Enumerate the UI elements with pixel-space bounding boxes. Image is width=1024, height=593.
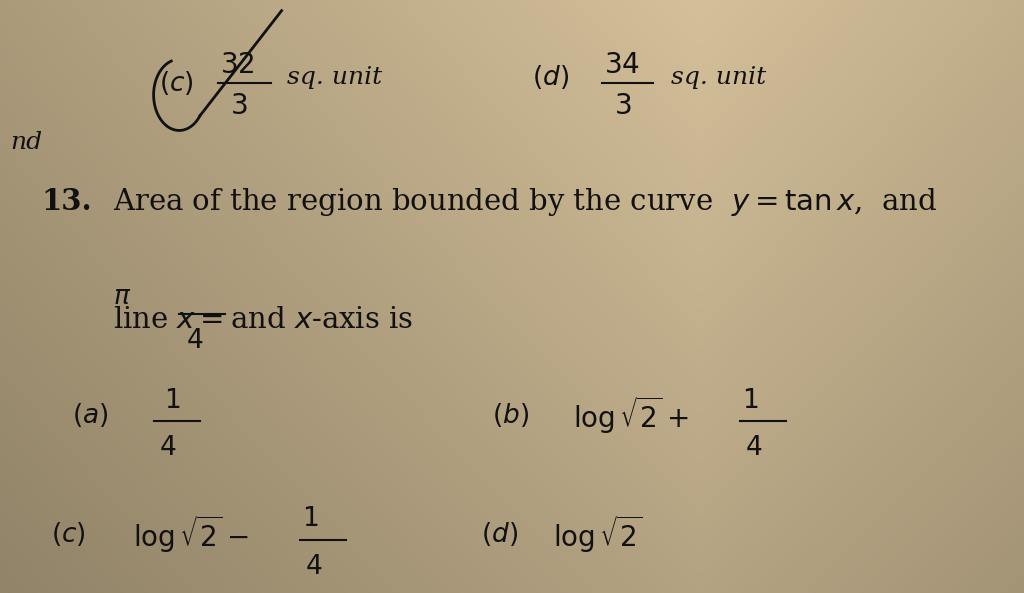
Text: $(c)$: $(c)$ [159,69,194,97]
Text: $(b)$: $(b)$ [492,401,528,429]
Text: $(d)$: $(d)$ [532,63,569,91]
Text: $4$: $4$ [186,329,204,353]
Text: $32$: $32$ [220,52,255,79]
Text: $\log\sqrt{2}+$: $\log\sqrt{2}+$ [573,394,689,436]
Text: line $x =$: line $x =$ [113,306,223,334]
Text: $3$: $3$ [230,93,248,120]
Text: $\log\sqrt{2}-$: $\log\sqrt{2}-$ [133,513,249,554]
Text: $3$: $3$ [614,93,632,120]
Text: $\log\sqrt{2}$: $\log\sqrt{2}$ [553,513,643,554]
Text: Area of the region bounded by the curve  $y = \tan x$,  and: Area of the region bounded by the curve … [113,186,937,218]
Text: $(c)$: $(c)$ [51,519,86,548]
Text: $(d)$: $(d)$ [481,519,518,548]
Text: and $x$-axis is: and $x$-axis is [230,306,414,334]
Text: $\pi$: $\pi$ [113,284,131,309]
Text: $4$: $4$ [159,435,176,460]
Text: $4$: $4$ [305,554,323,579]
Text: $4$: $4$ [745,435,763,460]
Text: 13.: 13. [41,187,91,216]
Text: nd: nd [10,131,42,154]
Text: $1$: $1$ [164,388,180,413]
Text: $1$: $1$ [742,388,759,413]
Text: $(a)$: $(a)$ [72,401,109,429]
Text: sq. unit: sq. unit [287,66,382,88]
Text: $1$: $1$ [302,506,318,531]
Text: sq. unit: sq. unit [671,66,766,88]
Text: $34$: $34$ [604,52,640,79]
